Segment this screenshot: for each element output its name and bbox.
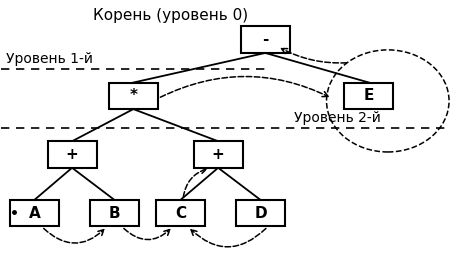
Text: Уровень 2-й: Уровень 2-й	[293, 111, 381, 125]
FancyBboxPatch shape	[241, 26, 290, 53]
FancyBboxPatch shape	[194, 141, 243, 168]
FancyBboxPatch shape	[10, 200, 59, 227]
Text: A: A	[28, 206, 40, 221]
FancyBboxPatch shape	[47, 141, 97, 168]
Text: C: C	[175, 206, 186, 221]
Text: E: E	[364, 88, 374, 103]
Text: Уровень 1-й: Уровень 1-й	[6, 52, 93, 67]
Text: +: +	[212, 147, 225, 162]
FancyBboxPatch shape	[109, 83, 158, 109]
FancyBboxPatch shape	[90, 200, 139, 227]
FancyBboxPatch shape	[345, 83, 393, 109]
Text: +: +	[66, 147, 79, 162]
Text: B: B	[109, 206, 120, 221]
Text: *: *	[129, 88, 137, 103]
Text: Корень (уровень 0): Корень (уровень 0)	[93, 8, 248, 23]
Text: -: -	[262, 32, 268, 47]
Text: D: D	[254, 206, 267, 221]
FancyBboxPatch shape	[156, 200, 205, 227]
FancyBboxPatch shape	[236, 200, 285, 227]
